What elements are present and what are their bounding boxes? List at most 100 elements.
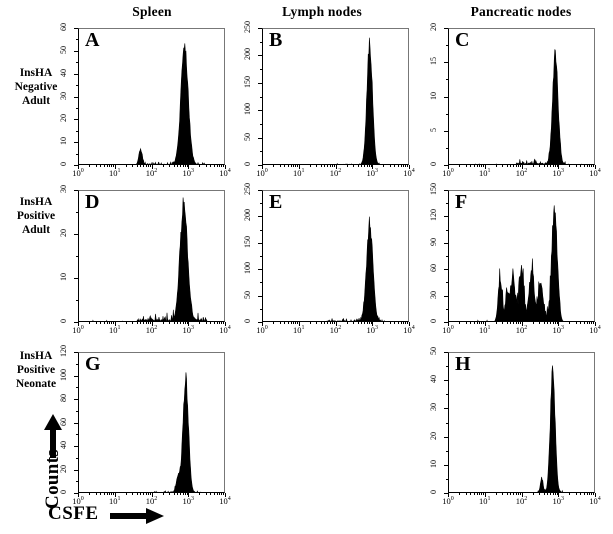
x-tick-minor (180, 322, 181, 324)
x-tick-minor (199, 322, 200, 324)
x-tick-minor (481, 165, 482, 167)
x-tick-mark (409, 165, 410, 169)
x-tick-mark (485, 322, 486, 326)
x-tick-minor (146, 165, 147, 167)
y-tick-minor (446, 366, 448, 367)
y-tick-mark (74, 470, 78, 471)
x-tick-minor (100, 322, 101, 324)
y-tick-mark (74, 119, 78, 120)
x-tick-minor (580, 322, 581, 324)
x-tick-mark (262, 165, 263, 169)
y-tick-mark (74, 28, 78, 29)
x-tick-label: 101 (479, 496, 491, 506)
x-tick-minor (401, 322, 402, 324)
x-tick-minor (550, 493, 551, 495)
x-tick-minor (483, 493, 484, 495)
x-tick-minor (284, 322, 285, 324)
y-tick-minor (446, 451, 448, 452)
panel-letter: H (455, 353, 471, 375)
y-tick-mark (258, 110, 262, 111)
x-tick-minor (140, 165, 141, 167)
x-tick-mark (225, 493, 226, 497)
y-tick-mark (74, 74, 78, 75)
y-tick-label: 80 (59, 394, 68, 402)
x-tick-minor (555, 493, 556, 495)
x-tick-minor (185, 493, 186, 495)
x-tick-minor (591, 165, 592, 167)
x-tick-minor (407, 322, 408, 324)
x-tick-minor (470, 165, 471, 167)
x-tick-minor (297, 322, 298, 324)
x-tick-minor (206, 493, 207, 495)
y-tick-mark (444, 352, 448, 353)
y-tick-minor (260, 42, 262, 43)
x-tick-minor (223, 322, 224, 324)
x-tick-minor (177, 165, 178, 167)
x-tick-minor (474, 322, 475, 324)
x-tick-minor (111, 322, 112, 324)
x-tick-minor (539, 493, 540, 495)
histogram-trace (448, 205, 595, 322)
x-tick-mark (299, 165, 300, 169)
x-tick-mark (152, 493, 153, 497)
x-tick-mark (409, 322, 410, 326)
y-tick-label: 20 (429, 431, 438, 440)
x-tick-minor (332, 165, 333, 167)
x-tick-minor (293, 165, 294, 167)
x-tick-minor (150, 493, 151, 495)
y-tick-minor (446, 148, 448, 149)
y-tick-mark (444, 131, 448, 132)
y-tick-minor (446, 45, 448, 46)
x-tick-minor (555, 165, 556, 167)
x-tick-minor (364, 165, 365, 167)
panel-frame (78, 352, 225, 493)
x-tick-minor (496, 165, 497, 167)
x-tick-minor (401, 165, 402, 167)
x-tick-label: 103 (552, 496, 565, 506)
x-tick-label: 100 (256, 325, 268, 335)
x-tick-label: 102 (515, 325, 528, 335)
x-tick-minor (150, 165, 151, 167)
y-tick-label: 30 (429, 290, 438, 299)
x-tick-minor (555, 322, 556, 324)
y-tick-label: 15 (429, 57, 438, 66)
y-tick-mark (444, 322, 448, 323)
x-tick-minor (163, 322, 164, 324)
x-tick-minor (183, 322, 184, 324)
x-tick-minor (96, 322, 97, 324)
x-tick-minor (516, 493, 517, 495)
x-tick-minor (206, 322, 207, 324)
x-tick-minor (295, 322, 296, 324)
x-tick-label: 103 (552, 168, 565, 178)
y-tick-label: 100 (243, 103, 252, 116)
x-tick-minor (405, 165, 406, 167)
x-tick-label: 102 (329, 325, 342, 335)
x-tick-minor (291, 165, 292, 167)
x-tick-minor (137, 165, 138, 167)
x-tick-minor (557, 165, 558, 167)
y-tick-mark (74, 493, 78, 494)
x-tick-minor (466, 493, 467, 495)
x-tick-minor (483, 322, 484, 324)
y-tick-label: 0 (429, 319, 438, 323)
x-tick-minor (394, 322, 395, 324)
x-tick-minor (544, 493, 545, 495)
x-tick-minor (109, 165, 110, 167)
y-tick-minor (76, 212, 78, 213)
x-tick-minor (364, 322, 365, 324)
y-tick-label: 60 (59, 23, 68, 31)
x-tick-minor (481, 493, 482, 495)
y-tick-label: 10 (59, 273, 68, 281)
x-tick-minor (547, 165, 548, 167)
x-tick-minor (297, 165, 298, 167)
panel-letter: E (269, 191, 283, 213)
y-tick-label: 120 (59, 345, 68, 357)
x-tick-minor (550, 165, 551, 167)
x-tick-minor (327, 322, 328, 324)
x-tick-minor (520, 165, 521, 167)
x-tick-mark (115, 322, 116, 326)
x-tick-mark (336, 322, 337, 326)
y-tick-minor (76, 300, 78, 301)
x-tick-minor (104, 493, 105, 495)
x-tick-minor (507, 165, 508, 167)
